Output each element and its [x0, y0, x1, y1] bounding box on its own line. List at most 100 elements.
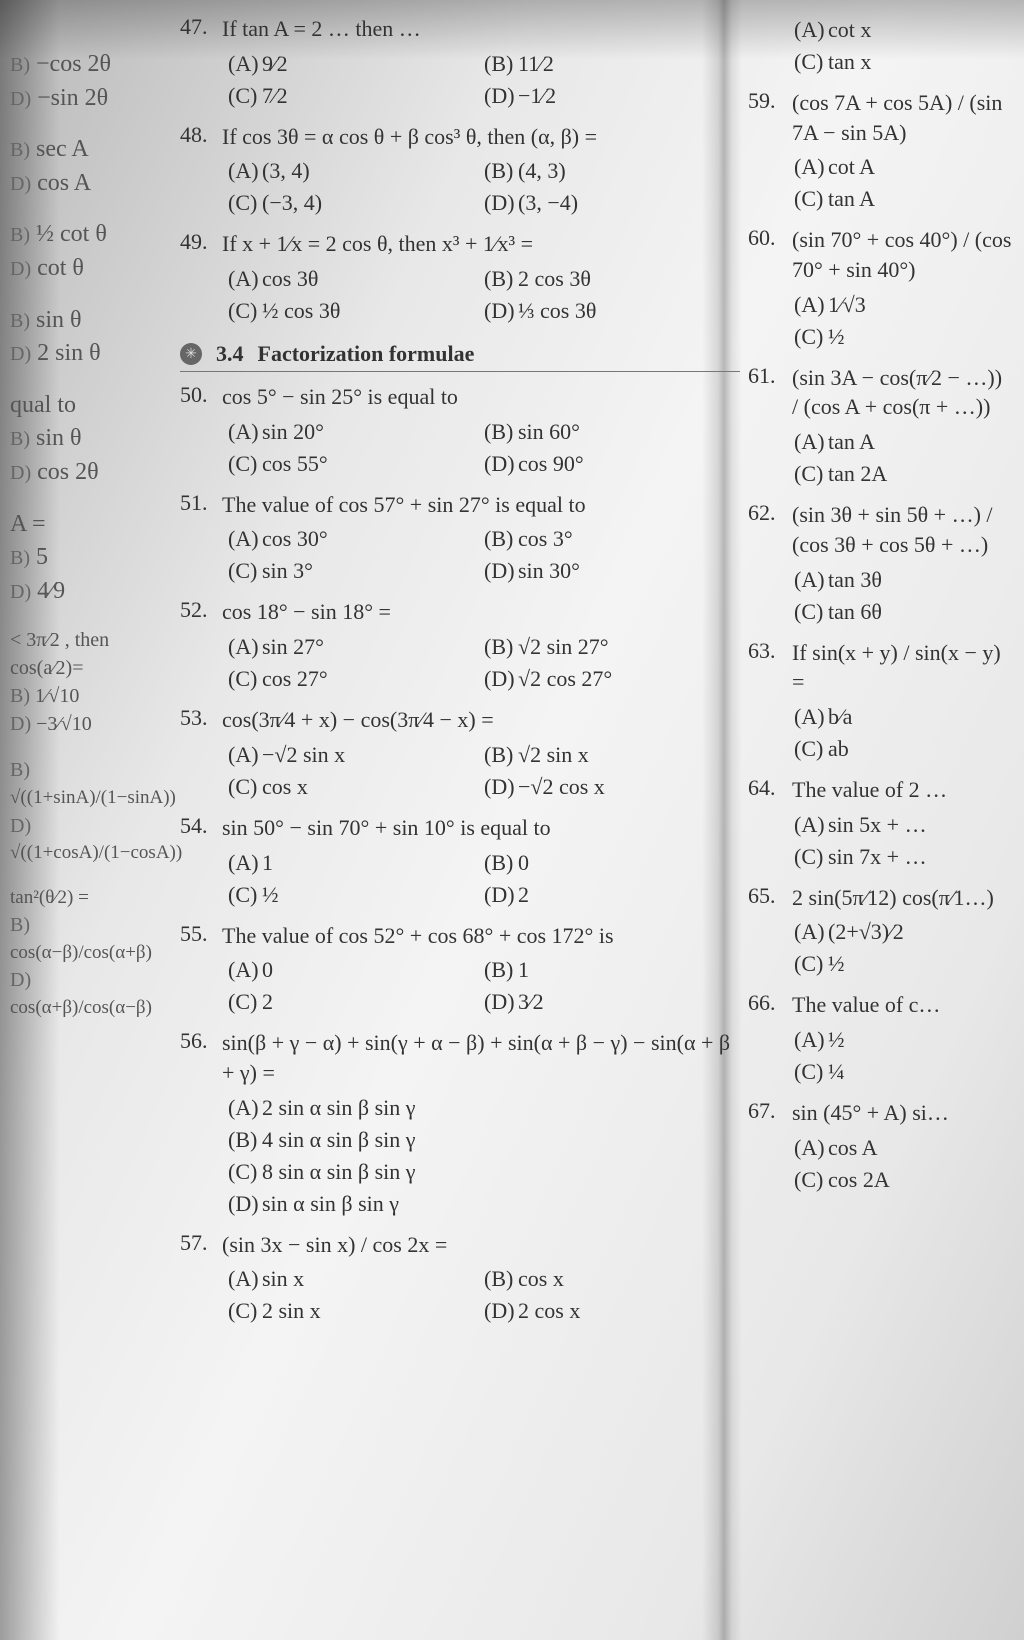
option: (A)sin 27° [228, 631, 484, 663]
option-label: (B) [484, 850, 518, 876]
option: (A)cos 30° [228, 523, 484, 555]
question-text: (sin 3A − cos(π⁄2 − …)) / (cos A + cos(π… [792, 363, 1012, 422]
question: 66.The value of c…(A)½(C)¼ [748, 990, 1024, 1088]
option-text: sin 27° [262, 634, 324, 659]
question-number: 51. [180, 490, 222, 516]
option: (C)7⁄2 [228, 80, 484, 112]
section-header: ✳3.4Factorization formulae [180, 341, 740, 372]
option: (A)(3, 4) [228, 155, 484, 187]
option: (A)cot A [794, 151, 1024, 183]
hint-4: qual to B) sin θ D) cos 2θ [10, 389, 175, 490]
question-number: 60. [748, 225, 792, 251]
option-text: sin α sin β sin γ [262, 1191, 399, 1216]
option: (A)9⁄2 [228, 48, 484, 80]
option-text: 2 cos x [518, 1298, 580, 1323]
options: (A)cot A(C)tan A [794, 151, 1024, 215]
option-text: tan x [828, 49, 871, 74]
option: (C)sin 3° [228, 555, 484, 587]
option-label: (C) [794, 599, 828, 625]
option-label: (A) [228, 419, 262, 445]
options: (A)9⁄2(B)11⁄2(C)7⁄2(D)−1⁄2 [228, 48, 740, 112]
option-label: (C) [794, 324, 828, 350]
question: 47.If tan A = 2 … then …(A)9⁄2(B)11⁄2(C)… [180, 14, 740, 112]
option: (C)ab [794, 733, 1024, 765]
question-text: cos(3π⁄4 + x) − cos(3π⁄4 − x) = [222, 705, 732, 735]
left-hints-col: B) −cos 2θ D) −sin 2θ B) sec A D) cos A … [0, 0, 175, 1640]
option: (D)(3, −4) [484, 187, 740, 219]
option-text: sin 20° [262, 419, 324, 444]
option: (C)cos 27° [228, 663, 484, 695]
option: (A)1⁄√3 [794, 289, 1024, 321]
option-label: (C) [228, 882, 262, 908]
option-text: cot x [828, 17, 871, 42]
option: (B)√2 sin 27° [484, 631, 740, 663]
option: (C)tan 2A [794, 458, 1024, 490]
hint-5: A = B) 5 D) 4⁄9 [10, 508, 175, 609]
options: (A)sin x(B)cos x(C)2 sin x(D)2 cos x [228, 1263, 740, 1327]
options: (A)−√2 sin x(B)√2 sin x(C)cos x(D)−√2 co… [228, 739, 740, 803]
option: (C)½ [794, 321, 1024, 353]
question-text: (sin 3θ + sin 5θ + …) / (cos 3θ + cos 5θ… [792, 500, 1012, 559]
option-label: (A) [228, 51, 262, 77]
hint-3: B) sin θ D) 2 sin θ [10, 304, 175, 371]
option-text: sin 5x + … [828, 812, 927, 837]
options: (A)b⁄a(C)ab [794, 701, 1024, 765]
option: (D)cos 90° [484, 448, 740, 480]
option-text: 2 [262, 989, 273, 1014]
option-label: (B) [484, 158, 518, 184]
question: 53.cos(3π⁄4 + x) − cos(3π⁄4 − x) =(A)−√2… [180, 705, 740, 803]
option-text: (3, 4) [262, 158, 310, 183]
option: (A)(2+√3)⁄2 [794, 916, 1024, 948]
question-text: sin(β + γ − α) + sin(γ + α − β) + sin(α … [222, 1028, 732, 1087]
question: 50.cos 5° − sin 25° is equal to(A)sin 20… [180, 382, 740, 480]
option: (C)tan x [794, 46, 1024, 78]
option-label: (C) [228, 298, 262, 324]
question: 55.The value of cos 52° + cos 68° + cos … [180, 921, 740, 1019]
option-label: (D) [484, 666, 518, 692]
option: (A)−√2 sin x [228, 739, 484, 771]
option-text: (4, 3) [518, 158, 566, 183]
question-text: sin (45° + A) si… [792, 1098, 1012, 1128]
option-text: cos 3θ [262, 266, 318, 291]
options: (A)cos 30°(B)cos 3°(C)sin 3°(D)sin 30° [228, 523, 740, 587]
option: (C)2 sin x [228, 1295, 484, 1327]
question: 64.The value of 2 …(A)sin 5x + …(C)sin 7… [748, 775, 1024, 873]
option: (D)−√2 cos x [484, 771, 740, 803]
question-text: The value of cos 52° + cos 68° + cos 172… [222, 921, 732, 951]
option: (C)½ [228, 879, 484, 911]
question-text: cos 18° − sin 18° = [222, 597, 732, 627]
option: (C)½ cos 3θ [228, 295, 484, 327]
question: (A)cot x(C)tan x [748, 14, 1024, 78]
question-number: 59. [748, 88, 792, 114]
option-label: (D) [484, 882, 518, 908]
option-text: cos A [828, 1135, 878, 1160]
question: 63.If sin(x + y) / sin(x − y) =(A)b⁄a(C)… [748, 638, 1024, 765]
section-number: 3.4 [216, 341, 244, 367]
options: (A)sin 27°(B)√2 sin 27°(C)cos 27°(D)√2 c… [228, 631, 740, 695]
option: (C)½ [794, 948, 1024, 980]
option-label: (B) [484, 419, 518, 445]
option-label: (B) [484, 266, 518, 292]
question: 51.The value of cos 57° + sin 27° is equ… [180, 490, 740, 588]
question: 56.sin(β + γ − α) + sin(γ + α − β) + sin… [180, 1028, 740, 1219]
question-text: If x + 1⁄x = 2 cos θ, then x³ + 1⁄x³ = [222, 229, 732, 259]
question-text: (sin 70° + cos 40°) / (cos 70° + sin 40°… [792, 225, 1012, 284]
option: (A)tan 3θ [794, 564, 1024, 596]
option-label: (C) [794, 49, 828, 75]
option-label: (D) [484, 774, 518, 800]
option-label: (A) [794, 292, 828, 318]
option: (C)sin 7x + … [794, 841, 1024, 873]
question-number: 57. [180, 1230, 222, 1256]
option-text: 0 [262, 957, 273, 982]
option-text: cos x [262, 774, 308, 799]
question-text: The value of c… [792, 990, 1012, 1020]
option-label: (C) [794, 461, 828, 487]
option: (D)−1⁄2 [484, 80, 740, 112]
option-text: −√2 cos x [518, 774, 605, 799]
hint-1: B) sec A D) cos A [10, 133, 175, 200]
question-number: 48. [180, 122, 222, 148]
hint-8: tan²(θ⁄2) = B) cos(α−β)/cos(α+β) D) cos(… [10, 885, 175, 1022]
question-number: 62. [748, 500, 792, 526]
option: (A)sin 5x + … [794, 809, 1024, 841]
question: 59.(cos 7A + cos 5A) / (sin 7A − sin 5A)… [748, 88, 1024, 215]
